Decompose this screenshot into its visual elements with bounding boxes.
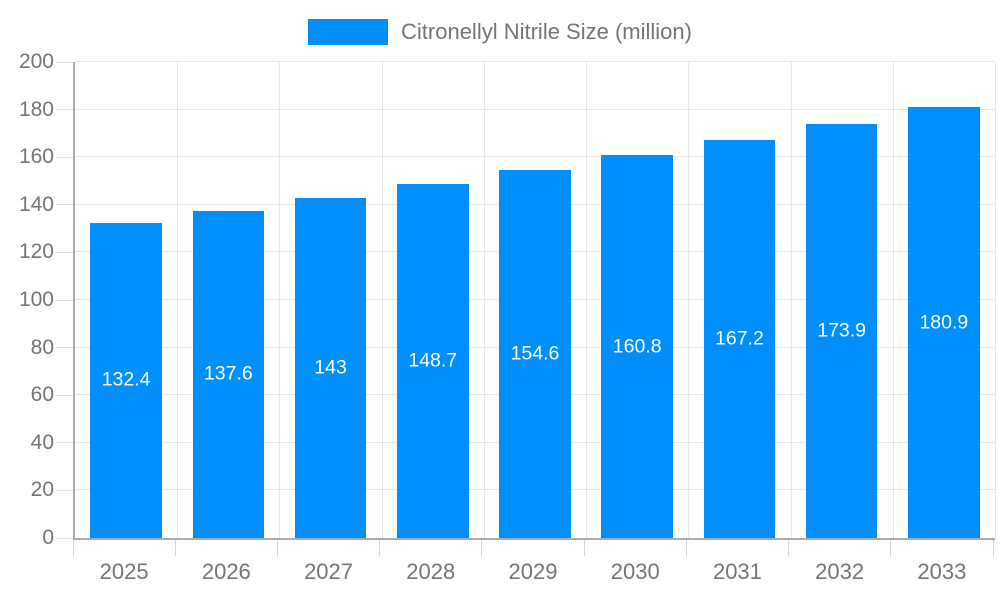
- bar-value-label: 160.8: [612, 335, 662, 358]
- bar-value-label: 173.9: [817, 319, 867, 342]
- bar-value-label: 167.2: [715, 327, 764, 350]
- y-axis-tick: [56, 204, 73, 206]
- bar-slot-2029: 154.6: [484, 62, 586, 538]
- bar-2030[interactable]: 160.8: [601, 155, 673, 538]
- v-gridline: [790, 62, 792, 538]
- y-axis-tick: [56, 394, 73, 396]
- bar-2026[interactable]: 137.6: [192, 210, 265, 538]
- bar-2025[interactable]: 132.4: [90, 222, 162, 538]
- y-axis-tick: [56, 299, 73, 301]
- y-axis-tick: [56, 61, 73, 63]
- bar-2031[interactable]: 167.2: [703, 140, 776, 538]
- x-axis-tick: [788, 540, 790, 556]
- v-gridline: [279, 62, 281, 538]
- legend-swatch-icon: [308, 19, 389, 45]
- y-axis-tick: [56, 442, 73, 444]
- v-gridline: [995, 62, 996, 538]
- h-gridline: [75, 156, 995, 158]
- bar-2027[interactable]: 143: [294, 197, 367, 538]
- bar-value-label: 132.4: [101, 368, 151, 391]
- v-gridline: [381, 62, 383, 538]
- y-axis-tick-label: 0: [42, 526, 54, 549]
- x-axis-tick-label: 2031: [712, 559, 762, 584]
- x-axis-tick: [685, 540, 687, 556]
- x-axis-tick-label: 2030: [610, 559, 660, 584]
- y-axis-tick-label: 160: [18, 145, 54, 169]
- y-axis-tick: [56, 537, 73, 539]
- y-axis-tick: [56, 251, 73, 253]
- x-axis-tick-label: 2027: [304, 559, 354, 584]
- x-axis-tick: [992, 540, 994, 556]
- x-axis-tick: [276, 540, 278, 556]
- legend-label: Citronellyl Nitrile Size (million): [401, 19, 692, 44]
- y-axis-tick-label: 140: [18, 192, 54, 216]
- x-axis-tick: [481, 540, 483, 556]
- y-axis-tick-label: 40: [30, 430, 54, 454]
- y-axis-tick-label: 80: [30, 335, 54, 359]
- y-axis-tick-label: 20: [30, 478, 54, 502]
- bar-value-label: 148.7: [408, 349, 458, 372]
- bar-slot-2033: 180.9: [893, 62, 995, 538]
- v-gridline: [688, 62, 690, 538]
- v-gridline: [586, 62, 588, 538]
- x-axis-tick: [379, 540, 381, 556]
- x-axis-tick: [72, 540, 74, 556]
- x-axis-tick-label: 2032: [815, 559, 865, 584]
- h-gridline: [75, 61, 995, 62]
- bar-slot-2028: 148.7: [382, 62, 484, 538]
- y-axis-tick: [56, 347, 73, 349]
- bar-2032[interactable]: 173.9: [805, 124, 878, 538]
- x-axis-tick: [174, 540, 176, 556]
- x-axis-tick-label: 2033: [917, 559, 967, 584]
- v-gridline: [892, 62, 894, 538]
- y-axis-tick: [56, 489, 73, 491]
- bar-series: 132.4 137.6 143 148.7 154.6 160.8 167.2 173.9 18…: [75, 62, 995, 538]
- x-axis-tick-label: 2025: [99, 559, 149, 584]
- bar-slot-2032: 173.9: [791, 62, 893, 538]
- legend: Citronellyl Nitrile Size (million): [0, 19, 1000, 45]
- bar-value-label: 180.9: [919, 311, 969, 334]
- x-axis-tick-label: 2028: [406, 559, 456, 584]
- y-axis-tick-label: 180: [18, 97, 54, 121]
- x-axis-tick: [583, 540, 585, 556]
- bar-slot-2026: 137.6: [177, 62, 279, 538]
- y-axis-tick: [56, 109, 73, 111]
- v-gridline: [483, 62, 485, 538]
- plot-area: 132.4 137.6 143 148.7 154.6 160.8 167.2 173.9 18…: [73, 61, 996, 540]
- bar-slot-2027: 143: [279, 62, 381, 538]
- y-axis-tick: [56, 156, 73, 158]
- x-axis-tick-label: 2029: [508, 559, 558, 584]
- legend-item[interactable]: Citronellyl Nitrile Size (million): [308, 19, 692, 45]
- y-axis-tick-label: 120: [18, 240, 54, 264]
- x-axis-tick: [890, 540, 892, 556]
- bar-slot-2025: 132.4: [75, 62, 177, 538]
- y-axis-tick-label: 100: [18, 288, 54, 311]
- bar-slot-2031: 167.2: [688, 62, 790, 538]
- bar-value-label: 154.6: [510, 342, 560, 365]
- bar-slot-2030: 160.8: [586, 62, 688, 538]
- bar-value-label: 137.6: [203, 362, 253, 385]
- bar-2033[interactable]: 180.9: [908, 107, 980, 538]
- h-gridline: [75, 108, 995, 110]
- v-gridline: [177, 62, 179, 538]
- y-axis-tick-label: 60: [30, 383, 54, 407]
- bar-2029[interactable]: 154.6: [499, 170, 571, 538]
- bar-value-label: 143: [314, 356, 347, 379]
- y-axis-tick-label: 200: [18, 50, 54, 73]
- bar-2028[interactable]: 148.7: [396, 184, 469, 538]
- x-axis-tick-label: 2026: [201, 559, 251, 584]
